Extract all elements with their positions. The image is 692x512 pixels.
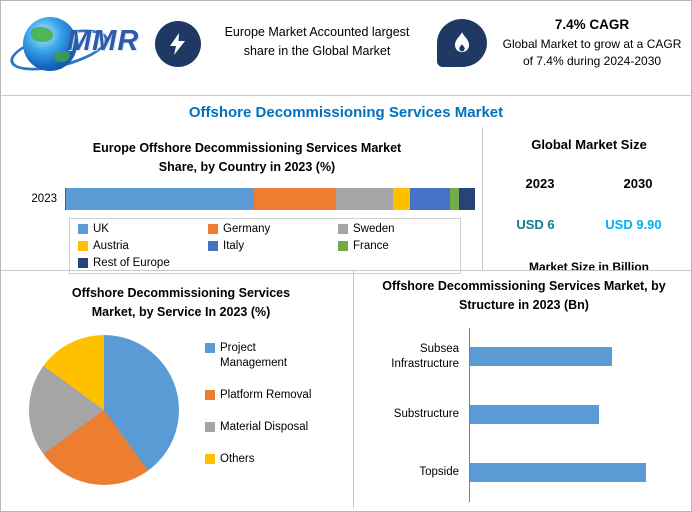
bar-row-subsea-infrastructure: Subsea Infrastructure <box>361 327 687 386</box>
legend-item-austria: Austria <box>78 240 208 252</box>
bar-label-topside: Topside <box>419 466 459 479</box>
legend-label-platform-removal: Platform Removal <box>220 388 312 401</box>
legend-swatch-rest-of-europe <box>78 257 88 268</box>
pie <box>29 334 179 485</box>
lightning-badge <box>155 21 201 67</box>
bar-track <box>469 385 687 444</box>
stacked-segment-rest-of-europe <box>458 187 476 210</box>
stacked-segment-germany <box>254 187 336 210</box>
market-size-title: Global Market Size <box>531 137 647 152</box>
legend-label-uk: UK <box>93 222 109 235</box>
legend-swatch-germany <box>208 223 218 234</box>
cagr-block: 7.4% CAGR Global Market to grow at a CAG… <box>498 17 686 70</box>
mmr-logo: MMR <box>6 9 151 85</box>
legend-swatch-project-management <box>205 342 215 353</box>
legend-item-uk: UK <box>78 223 208 235</box>
stacked-segment-france <box>450 187 459 210</box>
logo-text: MMR <box>67 25 140 57</box>
globe-icon <box>23 17 77 71</box>
page-title: Offshore Decommissioning Services Market <box>188 104 504 121</box>
flame-badge <box>437 19 487 67</box>
lightning-icon <box>170 33 185 55</box>
service-pie-chart: Offshore Decommissioning Services Market… <box>11 284 351 485</box>
structure-bar-chart: Offshore Decommissioning Services Market… <box>361 277 687 502</box>
market-size-values: USD 6 USD 9.90 <box>491 217 687 232</box>
bottom-vertical-divider <box>353 270 354 508</box>
global-market-size-panel: Global Market Size 2023 2030 USD 6 USD 9… <box>491 137 687 274</box>
stacked-bar <box>65 187 476 210</box>
legend-label-italy: Italy <box>223 239 245 252</box>
stacked-segment-sweden <box>335 187 394 210</box>
bar-track <box>469 327 687 386</box>
stacked-segment-italy <box>409 187 451 210</box>
legend-item-germany: Germany <box>208 223 338 235</box>
legend-label-germany: Germany <box>223 222 271 235</box>
bar-track <box>469 443 687 502</box>
stacked-segment-uk <box>66 187 255 210</box>
year-2023-label: 2023 <box>525 176 555 191</box>
legend-item-sweden: Sweden <box>338 223 452 235</box>
legend-item-italy: Italy <box>208 240 338 252</box>
bar-row-substructure: Substructure <box>361 385 687 444</box>
legend-swatch-platform-removal <box>205 389 215 400</box>
legend-label-material-disposal: Material Disposal <box>220 420 309 433</box>
europe-highlight-text: Europe Market Accounted largest share in… <box>224 25 410 58</box>
service-pie-title: Offshore Decommissioning Services Market… <box>71 286 291 320</box>
legend-label-austria: Austria <box>93 239 129 252</box>
structure-bar-title: Offshore Decommissioning Services Market… <box>382 279 666 313</box>
cagr-text: Global Market to grow at a CAGR of 7.4% … <box>502 37 682 68</box>
hbar-plot: Subsea Infrastructure Substructure Topsi… <box>361 327 687 502</box>
pie-wrap: Project Management Platform Removal Mate… <box>11 334 351 485</box>
bar-label-subsea-infrastructure: Subsea Infrastructure <box>391 342 459 370</box>
header-divider <box>1 95 691 96</box>
mid-vertical-divider <box>482 127 483 270</box>
legend-swatch-sweden <box>338 223 348 234</box>
bar-label-substructure: Substructure <box>393 408 459 421</box>
country-share-chart: Europe Offshore Decommissioning Services… <box>19 139 476 274</box>
bar-subsea-infrastructure <box>470 347 613 367</box>
bar-topside <box>470 463 647 483</box>
legend-label-others: Others <box>220 452 255 465</box>
bar-row-topside: Topside <box>361 443 687 502</box>
legend-swatch-france <box>338 240 348 251</box>
service-legend: Project Management Platform Removal Mate… <box>205 341 325 485</box>
legend-item-project-management: Project Management <box>205 341 325 371</box>
cagr-title: 7.4% CAGR <box>554 17 630 32</box>
legend-label-sweden: Sweden <box>353 222 395 235</box>
legend-label-rest-of-europe: Rest of Europe <box>93 256 170 269</box>
legend-swatch-uk <box>78 223 88 234</box>
country-share-chart-title: Europe Offshore Decommissioning Services… <box>92 141 402 175</box>
legend-item-rest-of-europe: Rest of Europe <box>78 257 208 269</box>
middle-divider <box>1 270 691 271</box>
legend-item-others: Others <box>205 452 325 467</box>
market-size-note: Market Size in Billion <box>528 260 650 274</box>
legend-item-material-disposal: Material Disposal <box>205 420 325 435</box>
value-2023: USD 6 <box>516 217 555 232</box>
legend-swatch-others <box>205 453 215 464</box>
bar-substructure <box>470 405 599 425</box>
legend-swatch-material-disposal <box>205 421 215 432</box>
legend-label-france: France <box>353 239 389 252</box>
year-2030-label: 2030 <box>623 176 653 191</box>
legend-swatch-italy <box>208 240 218 251</box>
stacked-segment-austria <box>393 187 410 210</box>
legend-item-france: France <box>338 240 452 252</box>
market-size-years: 2023 2030 <box>491 176 687 191</box>
legend-swatch-austria <box>78 240 88 251</box>
country-legend: UK Germany Sweden Austria Italy France <box>69 217 461 274</box>
legend-label-project-management: Project Management <box>220 341 288 369</box>
flame-icon <box>454 32 470 53</box>
value-2030: USD 9.90 <box>605 217 662 232</box>
stacked-bar-row: 2023 <box>19 187 476 210</box>
legend-item-platform-removal: Platform Removal <box>205 388 325 403</box>
stacked-bar-year-label: 2023 <box>31 192 57 205</box>
